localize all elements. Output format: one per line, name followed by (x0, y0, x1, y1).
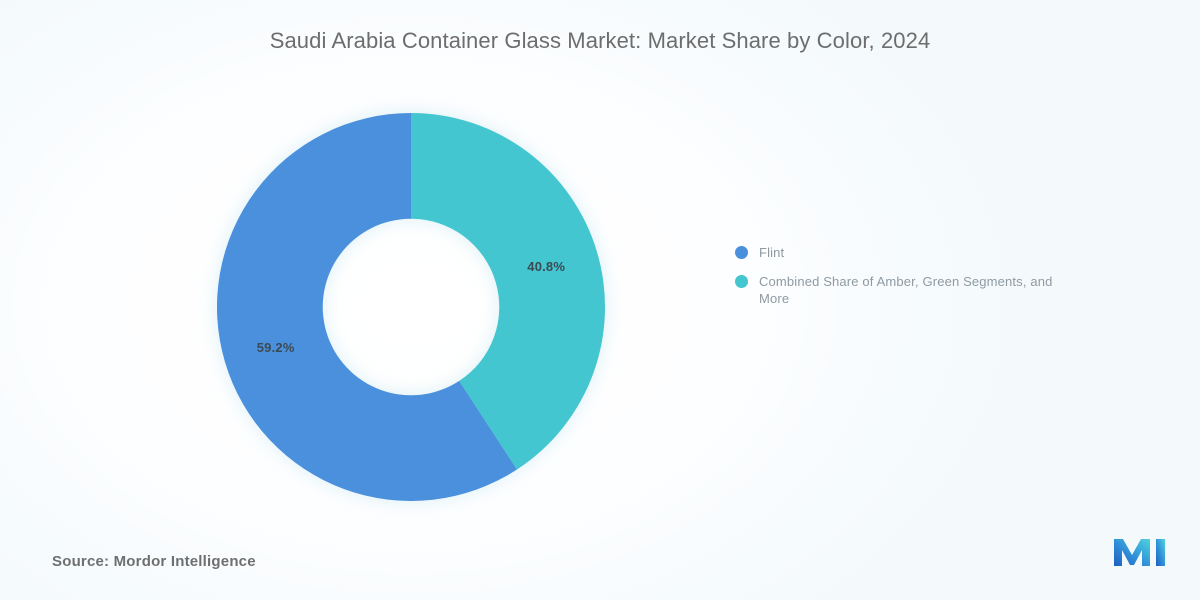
legend-swatch-icon (735, 275, 748, 288)
donut-slice-combined[interactable] (411, 113, 605, 470)
slice-value-combined: 40.8% (527, 259, 566, 275)
legend-item-label: Combined Share of Amber, Green Segments,… (759, 274, 1053, 306)
chart-legend: Flint Combined Share of Amber, Green Seg… (735, 244, 1075, 319)
legend-item-combined[interactable]: Combined Share of Amber, Green Segments,… (735, 273, 1075, 307)
legend-item-label: Flint (759, 245, 785, 260)
legend-item-flint[interactable]: Flint (735, 244, 1075, 261)
legend-swatch-icon (735, 246, 748, 259)
page-title: Saudi Arabia Container Glass Market: Mar… (269, 28, 931, 53)
donut-slice-flint[interactable] (217, 113, 517, 501)
donut-chart: 40.8% 59.2% (217, 113, 605, 501)
slice-value-flint: 59.2% (256, 339, 295, 355)
source-attribution: Source: Mordor Intelligence (52, 553, 256, 570)
mordor-intelligence-logo-icon (1112, 536, 1170, 570)
donut-chart-svg (217, 113, 605, 501)
